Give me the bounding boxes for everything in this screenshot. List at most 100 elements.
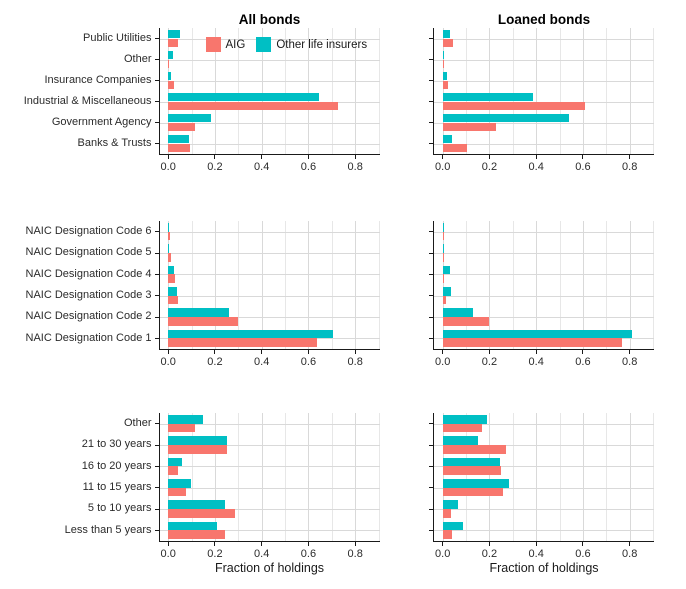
y-tick-mark	[154, 508, 159, 510]
x-tick-label: 0.2	[207, 161, 223, 173]
x-axis-line	[158, 541, 380, 542]
gridline-vertical	[536, 28, 538, 154]
y-axis-line	[158, 221, 160, 350]
gridline-horizontal	[434, 487, 654, 489]
bar-aig	[442, 317, 490, 326]
y-tick-mark	[429, 529, 433, 531]
y-tick-mark	[154, 80, 159, 81]
y-tick-mark	[429, 465, 433, 467]
x-tick-mark	[582, 155, 584, 159]
bar-aig	[442, 59, 444, 69]
x-tick-mark	[488, 155, 490, 159]
bar-other-life-insurers	[168, 244, 170, 253]
legend-swatch	[256, 37, 272, 52]
bar-other-life-insurers	[168, 436, 227, 445]
gridline-vertical	[582, 28, 584, 154]
x-tick-mark	[167, 350, 169, 354]
gridline-vertical	[489, 221, 491, 349]
bar-aig	[168, 59, 170, 69]
gridline-vertical	[191, 221, 193, 349]
gridline-vertical	[261, 413, 263, 541]
bar-other-life-insurers	[168, 329, 333, 339]
bar-aig	[168, 530, 226, 539]
gridline-vertical	[559, 28, 561, 154]
x-tick-label: 0.0	[435, 548, 451, 560]
x-tick-label: 0.0	[435, 161, 451, 173]
bar-other-life-insurers	[442, 113, 569, 123]
panel-title: Loaned bonds	[497, 12, 591, 27]
gridline-vertical	[214, 28, 216, 154]
gridline-horizontal	[159, 317, 380, 318]
x-axis-line	[158, 154, 380, 155]
x-axis-title: Fraction of holdings	[489, 561, 599, 575]
x-tick-label: 0.4	[254, 161, 270, 173]
category-label: Banks & Trusts	[77, 137, 152, 149]
x-tick-label: 0.8	[347, 356, 363, 368]
y-tick-mark	[154, 59, 159, 60]
category-label: NAIC Designation Code 2	[25, 310, 152, 323]
gridline-vertical	[261, 28, 263, 154]
bar-aig	[168, 80, 175, 90]
gridline-horizontal	[159, 423, 380, 425]
x-tick-mark	[582, 350, 584, 354]
y-tick-mark	[429, 143, 433, 144]
gridline-horizontal	[434, 423, 654, 425]
x-tick-label: 0.6	[300, 356, 317, 368]
bar-other-life-insurers	[442, 223, 444, 232]
category-label: NAIC Designation Code 3	[25, 289, 152, 301]
bar-aig	[442, 231, 444, 241]
bar-other-life-insurers	[168, 457, 182, 467]
bar-other-life-insurers	[168, 92, 319, 102]
bar-other-life-insurers	[168, 308, 229, 317]
gridline-horizontal	[434, 445, 654, 446]
panel-title: All bonds	[238, 12, 301, 27]
y-tick-mark	[154, 273, 159, 275]
bar-aig	[442, 253, 444, 262]
x-tick-mark	[488, 542, 490, 546]
category-label: NAIC Designation Code 5	[25, 246, 152, 259]
bar-aig	[442, 80, 449, 90]
gridline-vertical	[331, 413, 333, 541]
gridline-vertical	[331, 28, 333, 154]
x-tick-label: 0.0	[160, 356, 176, 368]
gridline-horizontal	[434, 295, 654, 297]
gridline-vertical	[442, 221, 444, 349]
bar-other-life-insurers	[442, 479, 509, 488]
y-tick-mark	[154, 231, 159, 233]
category-label: Public Utilities	[83, 32, 152, 44]
x-axis-line	[433, 154, 654, 155]
x-tick-label: 0.2	[481, 548, 498, 560]
gridline-horizontal	[159, 59, 380, 61]
bar-other-life-insurers	[168, 50, 174, 60]
gridline-vertical	[442, 413, 444, 541]
bar-other-life-insurers	[442, 521, 463, 531]
gridline-vertical	[512, 28, 514, 154]
gridline-horizontal	[434, 143, 654, 145]
y-tick-mark	[429, 122, 433, 123]
gridline-vertical	[168, 28, 170, 154]
x-tick-mark	[535, 350, 537, 354]
category-label: 21 to 30 years	[81, 438, 152, 451]
x-tick-label: 0.6	[575, 356, 591, 368]
gridline-horizontal	[159, 122, 380, 124]
y-tick-mark	[429, 101, 433, 102]
y-tick-mark	[429, 80, 433, 81]
bar-other-life-insurers	[168, 29, 181, 39]
gridline-horizontal	[434, 80, 654, 82]
category-label: 11 to 15 years	[82, 481, 152, 493]
y-tick-mark	[429, 316, 433, 318]
gridline-vertical	[466, 28, 468, 154]
gridline-vertical	[285, 28, 287, 154]
gridline-horizontal	[159, 509, 380, 510]
x-tick-label: 0.2	[207, 356, 223, 368]
bar-aig	[168, 122, 196, 132]
bar-other-life-insurers	[442, 244, 444, 253]
bar-aig	[168, 231, 170, 241]
x-tick-mark	[261, 350, 263, 354]
bar-aig	[168, 274, 175, 283]
x-tick-label: 0.6	[300, 548, 317, 560]
x-tick-label: 0.0	[160, 161, 176, 173]
x-tick-mark	[307, 542, 309, 546]
category-label: NAIC Designation Code 4	[25, 267, 152, 280]
bar-aig	[168, 101, 338, 111]
